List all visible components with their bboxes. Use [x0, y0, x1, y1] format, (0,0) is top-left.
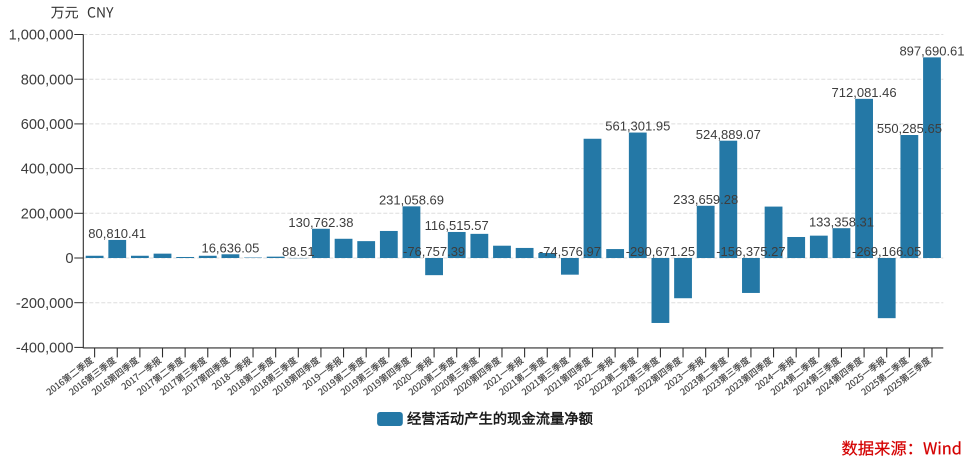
svg-text:130,762.38: 130,762.38	[288, 215, 353, 230]
svg-text:-200,000: -200,000	[16, 296, 74, 312]
svg-text:-156,375.27: -156,375.27	[716, 244, 785, 259]
svg-text:16,636.05: 16,636.05	[201, 241, 259, 256]
svg-text:1,000,000: 1,000,000	[9, 28, 74, 44]
svg-text:524,889.07: 524,889.07	[696, 127, 761, 142]
svg-text:231,058.69: 231,058.69	[379, 193, 444, 208]
svg-text:133,358.31: 133,358.31	[809, 214, 874, 229]
svg-text:561,301.95: 561,301.95	[605, 119, 670, 134]
svg-text:80,810.41: 80,810.41	[88, 226, 146, 241]
svg-text:0: 0	[65, 251, 73, 267]
svg-text:-400,000: -400,000	[16, 341, 74, 357]
svg-text:712,081.46: 712,081.46	[832, 85, 897, 100]
svg-text:897,690.61: 897,690.61	[899, 44, 964, 59]
svg-text:233,659.28: 233,659.28	[673, 192, 738, 207]
svg-text:400,000: 400,000	[21, 162, 74, 178]
svg-text:800,000: 800,000	[21, 72, 74, 88]
svg-text:-269,166.05: -269,166.05	[852, 244, 921, 259]
svg-text:-290,671.25: -290,671.25	[626, 244, 695, 259]
svg-text:-74,576.97: -74,576.97	[539, 244, 601, 259]
svg-text:600,000: 600,000	[21, 117, 74, 133]
svg-text:200,000: 200,000	[21, 206, 74, 222]
svg-text:-76,757.39: -76,757.39	[403, 244, 465, 259]
svg-text:88.51: 88.51	[282, 244, 315, 259]
svg-text:550,285.65: 550,285.65	[877, 121, 942, 136]
svg-text:116,515.57: 116,515.57	[425, 218, 489, 233]
